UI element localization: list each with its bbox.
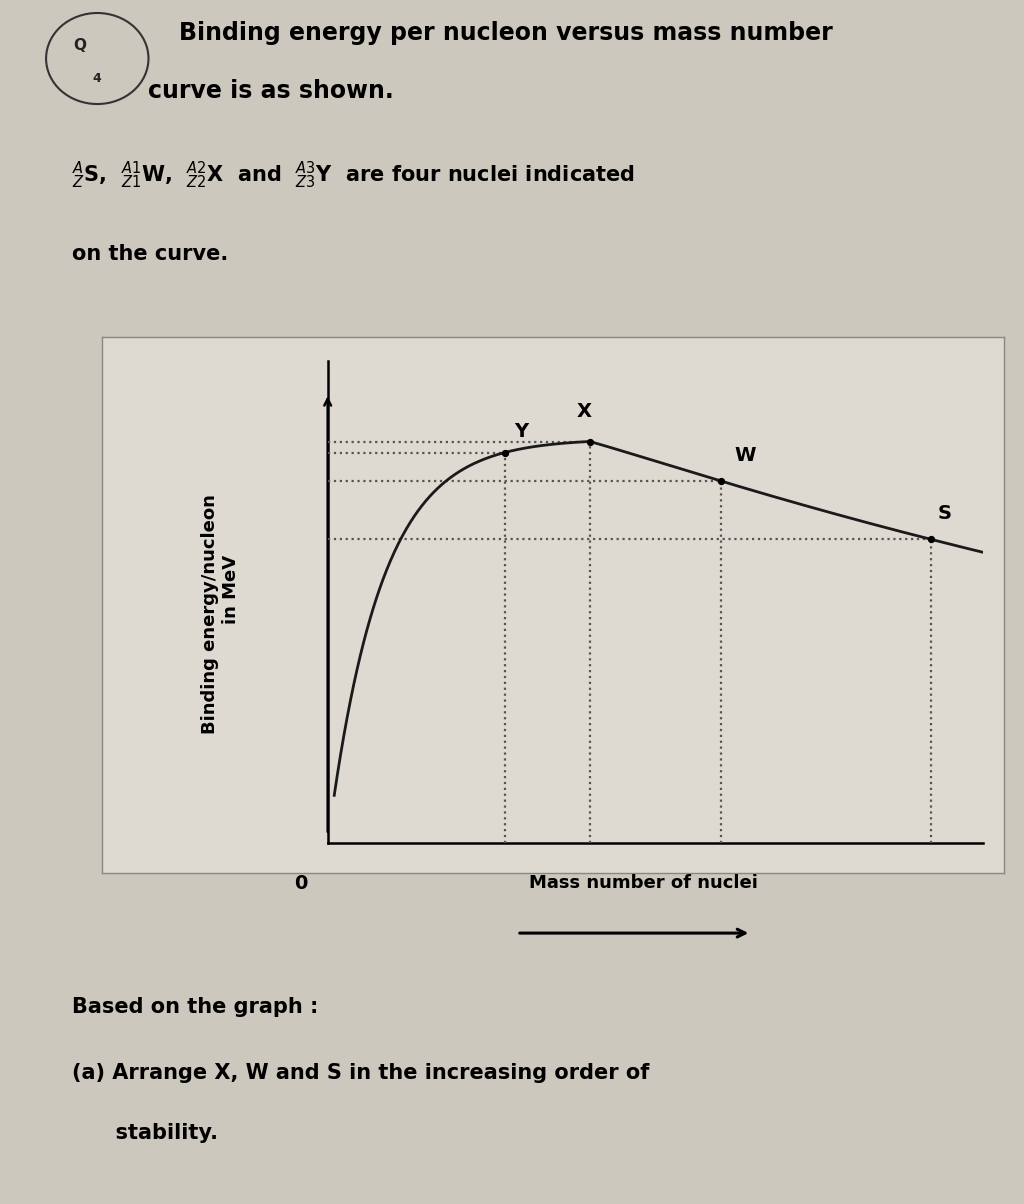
- Text: W: W: [734, 445, 756, 465]
- Text: curve is as shown.: curve is as shown.: [148, 79, 394, 104]
- Text: 0: 0: [294, 874, 307, 893]
- Text: (a) Arrange X, W and S in the increasing order of: (a) Arrange X, W and S in the increasing…: [72, 1062, 649, 1082]
- Text: on the curve.: on the curve.: [72, 243, 228, 264]
- Point: [713, 471, 729, 490]
- Text: stability.: stability.: [72, 1123, 218, 1144]
- Text: 4: 4: [93, 71, 101, 84]
- Text: Based on the graph :: Based on the graph :: [72, 997, 318, 1017]
- Text: Mass number of nuclei: Mass number of nuclei: [528, 874, 758, 892]
- Text: Binding energy/nucleon
        in MeV: Binding energy/nucleon in MeV: [202, 494, 240, 734]
- Text: Binding energy per nucleon versus mass number: Binding energy per nucleon versus mass n…: [179, 20, 833, 45]
- Point: [497, 443, 513, 462]
- Point: [582, 432, 598, 452]
- Text: S: S: [937, 504, 951, 523]
- Text: X: X: [577, 402, 592, 421]
- Text: $^{A}_{Z}$S,  $^{A1}_{Z1}$W,  $^{A2}_{Z2}$X  and  $^{A3}_{Z3}$Y  are four nuclei: $^{A}_{Z}$S, $^{A1}_{Z1}$W, $^{A2}_{Z2}$…: [72, 160, 635, 191]
- Point: [923, 530, 939, 549]
- Text: Y: Y: [514, 421, 528, 441]
- Text: Q: Q: [74, 39, 86, 53]
